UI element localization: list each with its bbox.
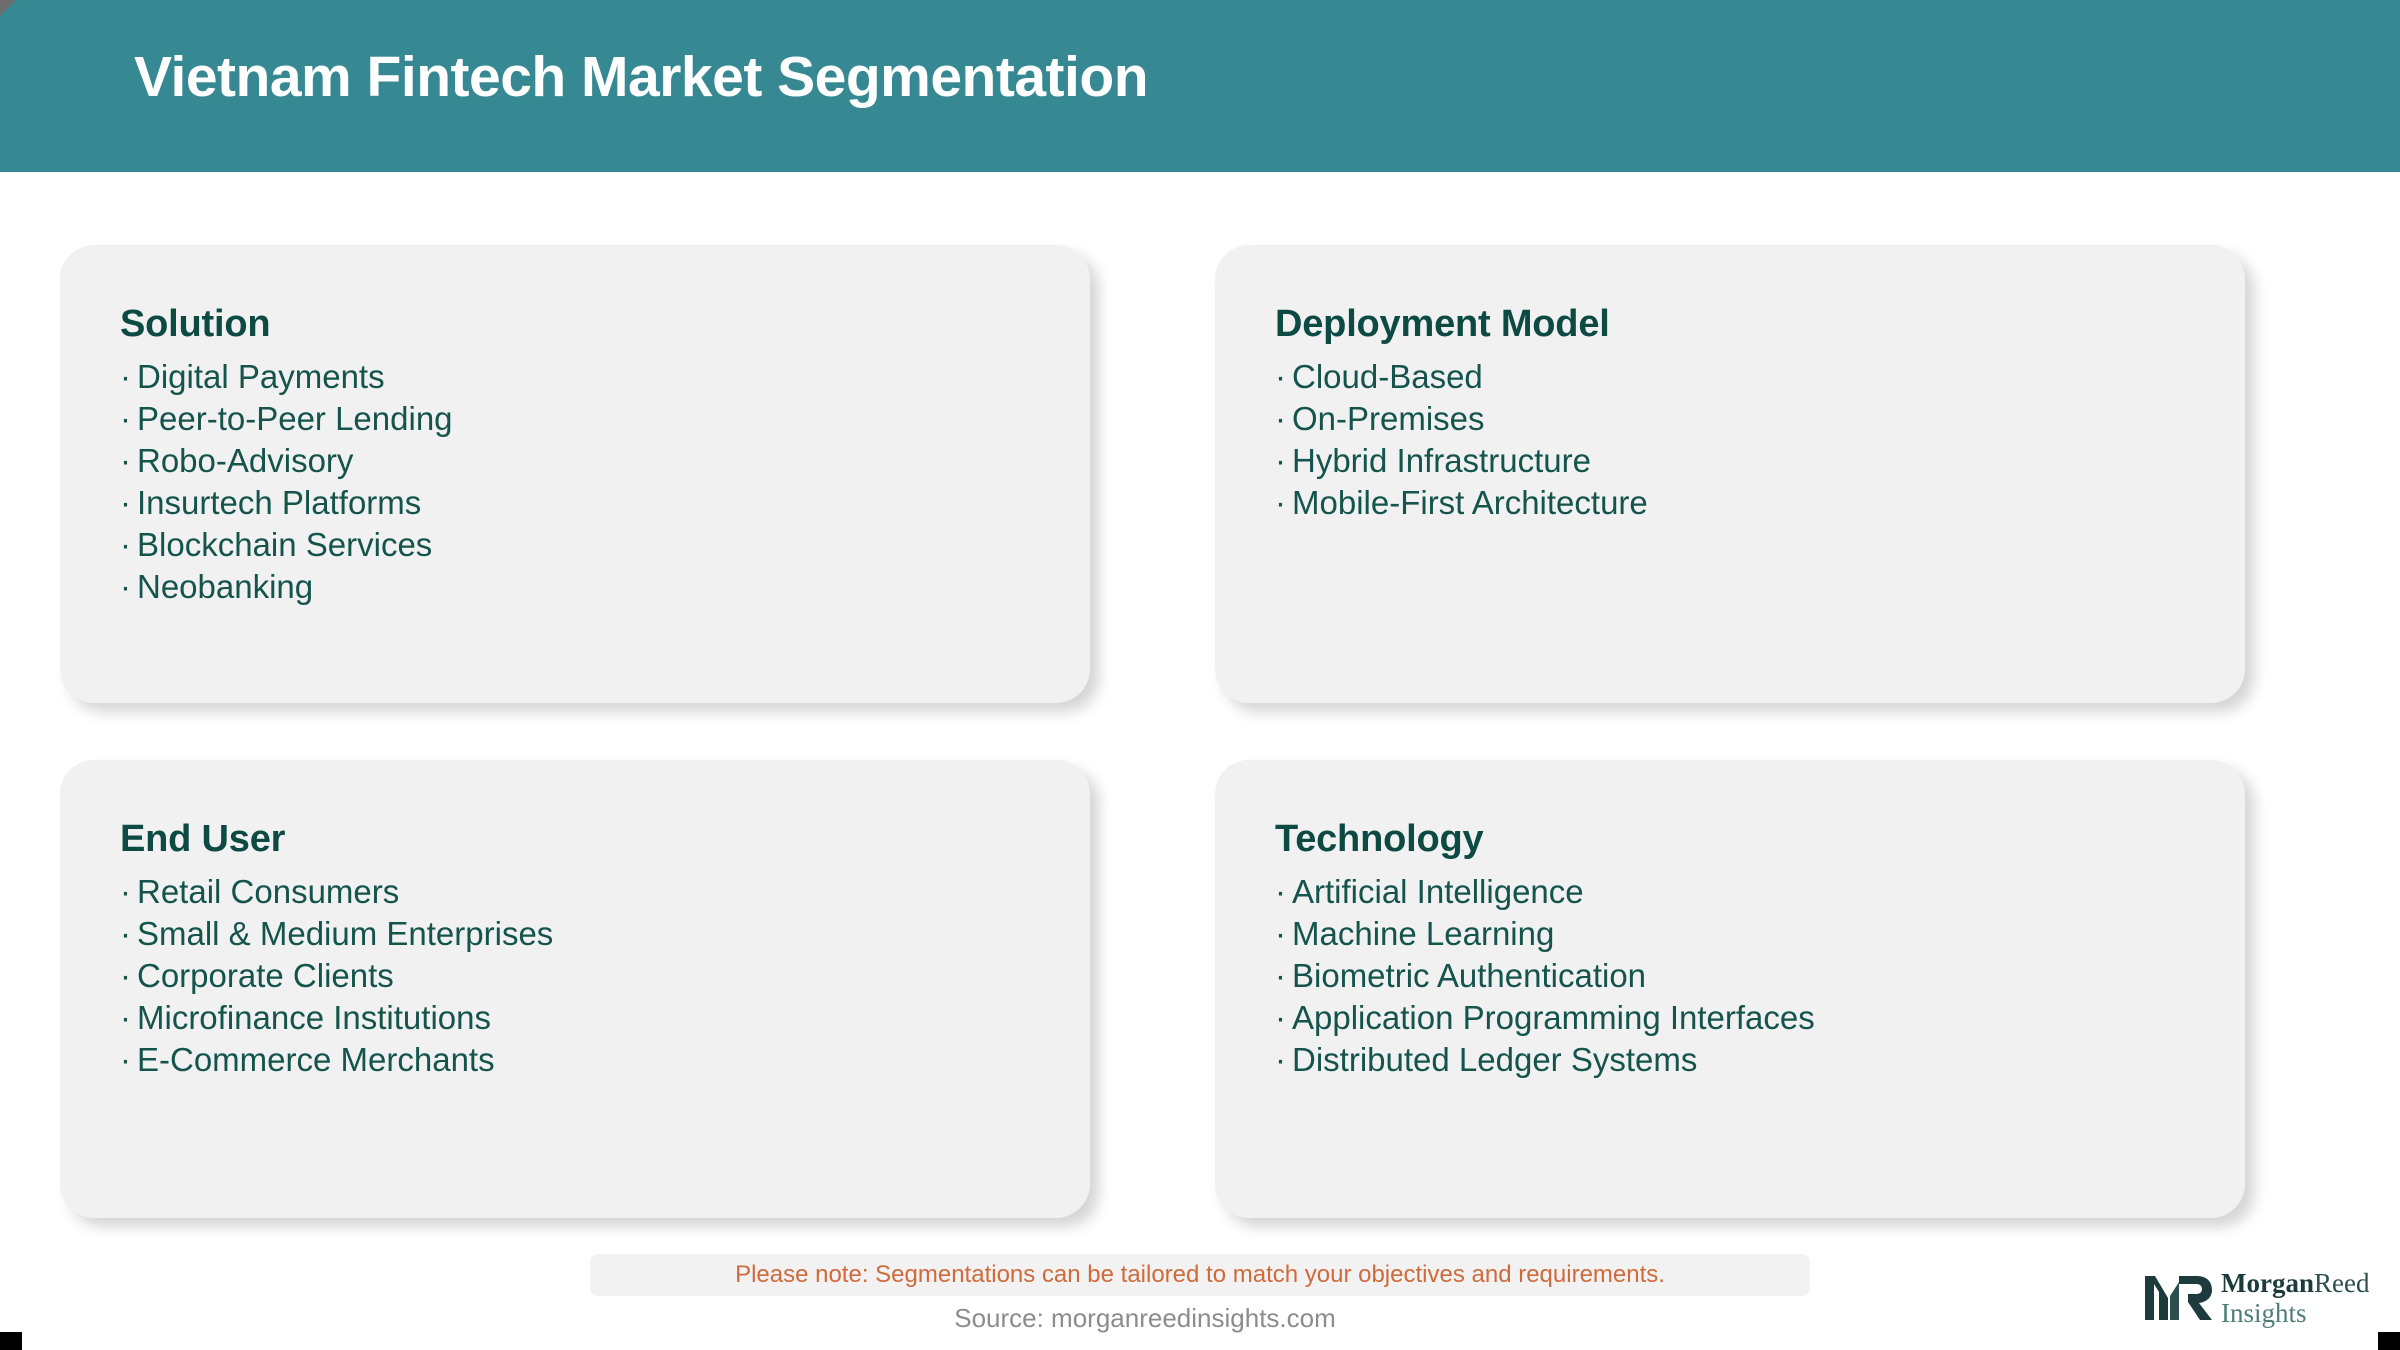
- bullet-icon: ·: [120, 915, 131, 952]
- list-item: · Hybrid Infrastructure: [1275, 440, 2185, 482]
- list-item: · Mobile-First Architecture: [1275, 482, 2185, 524]
- list-item: · Microfinance Institutions: [120, 997, 1030, 1039]
- list-item-label: Small & Medium Enterprises: [137, 915, 554, 952]
- card-item-list: · Retail Consumers · Small & Medium Enterp…: [120, 871, 1030, 1081]
- bullet-icon: ·: [1275, 957, 1286, 994]
- logo-word-morgan: Morgan: [2221, 1268, 2314, 1298]
- bullet-icon: ·: [1275, 400, 1286, 437]
- list-item: · On-Premises: [1275, 398, 2185, 440]
- list-item: · Small & Medium Enterprises: [120, 913, 1030, 955]
- list-item-label: Insurtech Platforms: [137, 484, 422, 521]
- bullet-icon: ·: [1275, 358, 1286, 395]
- source-attribution: Source: morganreedinsights.com: [954, 1303, 1336, 1333]
- card-item-list: · Cloud-Based · On-Premises · Hybrid Infras…: [1275, 356, 2185, 524]
- card-title: Solution: [120, 303, 271, 345]
- bullet-icon: ·: [120, 526, 131, 563]
- list-item-label: Application Programming Interfaces: [1292, 999, 1815, 1036]
- list-item: · Application Programming Interfaces: [1275, 997, 2185, 1039]
- list-item-label: Robo-Advisory: [137, 442, 354, 479]
- list-item: · E-Commerce Merchants: [120, 1039, 1030, 1081]
- card-title: Deployment Model: [1275, 303, 1610, 345]
- card-title: Technology: [1275, 818, 1484, 860]
- list-item: · Machine Learning: [1275, 913, 2185, 955]
- bullet-icon: ·: [120, 442, 131, 479]
- list-item: · Peer-to-Peer Lending: [120, 398, 1030, 440]
- mr-monogram-icon: [2145, 1276, 2212, 1320]
- bullet-icon: ·: [120, 1041, 131, 1078]
- list-item: · Artificial Intelligence: [1275, 871, 2185, 913]
- list-item: · Robo-Advisory: [120, 440, 1030, 482]
- list-item-label: Distributed Ledger Systems: [1292, 1041, 1698, 1078]
- list-item-label: Peer-to-Peer Lending: [137, 400, 453, 437]
- corner-notch-icon: [0, 0, 16, 16]
- list-item-label: Digital Payments: [137, 358, 385, 395]
- bullet-icon: ·: [1275, 999, 1286, 1036]
- segmentation-card: Deployment Model · Cloud-Based · On-Premis…: [1215, 245, 2245, 703]
- list-item: · Biometric Authentication: [1275, 955, 2185, 997]
- list-item: · Cloud-Based: [1275, 356, 2185, 398]
- list-item-label: Cloud-Based: [1292, 358, 1483, 395]
- list-item-label: Machine Learning: [1292, 915, 1555, 952]
- bullet-icon: ·: [1275, 915, 1286, 952]
- bullet-icon: ·: [1275, 442, 1286, 479]
- logo-word-insights: Insights: [2221, 1298, 2307, 1328]
- bullet-icon: ·: [120, 484, 131, 521]
- list-item: · Distributed Ledger Systems: [1275, 1039, 2185, 1081]
- list-item-label: Neobanking: [137, 568, 314, 605]
- logo-wordmark: MorganReed Insights: [2221, 1268, 2369, 1328]
- list-item-label: Microfinance Institutions: [137, 999, 491, 1036]
- bullet-icon: ·: [120, 999, 131, 1036]
- company-logo: MorganReed Insights: [2143, 1268, 2369, 1332]
- corner-marker-bottom-left: [0, 1332, 22, 1350]
- list-item-label: Retail Consumers: [137, 873, 400, 910]
- disclaimer-note-text: Please note: Segmentations can be tailor…: [735, 1261, 1665, 1288]
- list-item-label: Artificial Intelligence: [1292, 873, 1584, 910]
- page-title: Vietnam Fintech Market Segmentation: [134, 45, 1149, 109]
- bullet-icon: ·: [120, 358, 131, 395]
- list-item: · Retail Consumers: [120, 871, 1030, 913]
- bullet-icon: ·: [120, 568, 131, 605]
- header-divider: [0, 172, 2400, 176]
- bullet-icon: ·: [120, 400, 131, 437]
- bullet-icon: ·: [120, 957, 131, 994]
- list-item-label: Mobile-First Architecture: [1292, 484, 1648, 521]
- disclaimer-note-box: Please note: Segmentations can be tailor…: [590, 1254, 1810, 1296]
- card-item-list: · Digital Payments · Peer-to-Peer Lending …: [120, 356, 1030, 608]
- logo-word-reed: Reed: [2313, 1268, 2370, 1298]
- list-item-label: Blockchain Services: [137, 526, 433, 563]
- list-item: · Neobanking: [120, 566, 1030, 608]
- list-item-label: E-Commerce Merchants: [137, 1041, 495, 1078]
- page-header: Vietnam Fintech Market Segmentation: [0, 0, 2400, 172]
- corner-marker-bottom-right: [2378, 1332, 2400, 1350]
- list-item: · Insurtech Platforms: [120, 482, 1030, 524]
- bullet-icon: ·: [1275, 873, 1286, 910]
- bullet-icon: ·: [1275, 1041, 1286, 1078]
- segmentation-card: End User · Retail Consumers · Small & Medi…: [60, 760, 1090, 1218]
- card-title: End User: [120, 818, 286, 860]
- list-item: · Blockchain Services: [120, 524, 1030, 566]
- list-item: · Digital Payments: [120, 356, 1030, 398]
- segmentation-card: Technology · Artificial Intelligence · Mac…: [1215, 760, 2245, 1218]
- list-item-label: Biometric Authentication: [1292, 957, 1647, 994]
- card-item-list: · Artificial Intelligence · Machine Learni…: [1275, 871, 2185, 1081]
- list-item-label: Hybrid Infrastructure: [1292, 442, 1591, 479]
- list-item: · Corporate Clients: [120, 955, 1030, 997]
- list-item-label: On-Premises: [1292, 400, 1485, 437]
- list-item-label: Corporate Clients: [137, 957, 394, 994]
- logo-line-primary: MorganReed: [2221, 1268, 2369, 1298]
- bullet-icon: ·: [1275, 484, 1286, 521]
- bullet-icon: ·: [120, 873, 131, 910]
- segmentation-card: Solution · Digital Payments · Peer-to-Peer…: [60, 245, 1090, 703]
